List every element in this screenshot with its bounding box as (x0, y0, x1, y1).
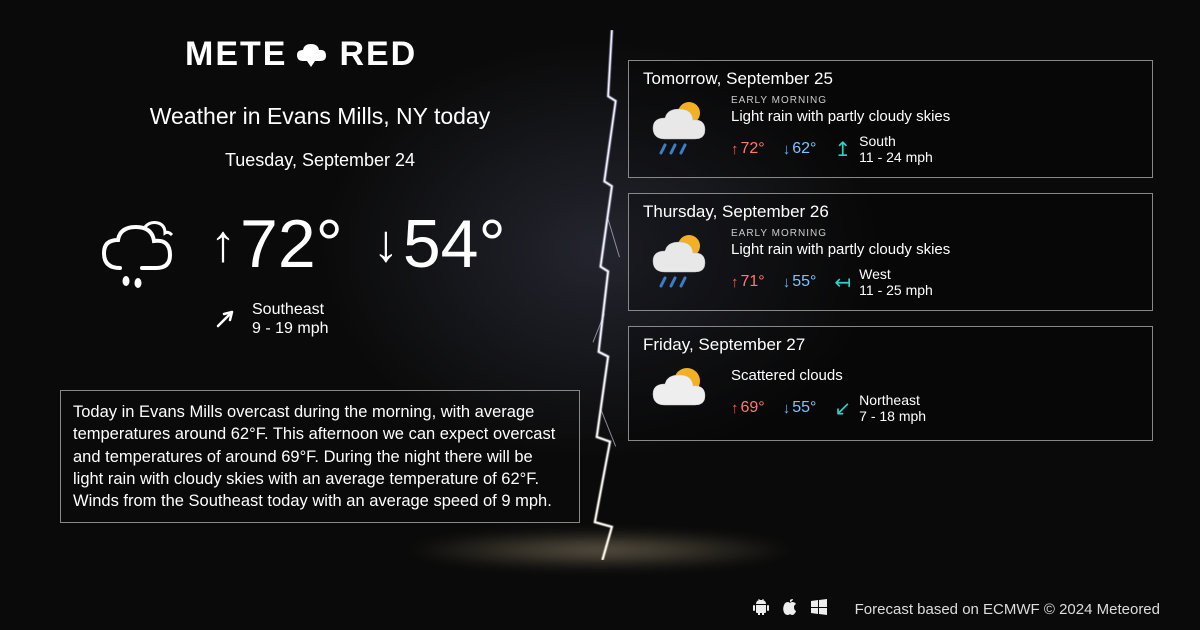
forecast-date: Tomorrow, September 25 (643, 69, 1138, 89)
android-icon (753, 599, 769, 620)
forecast-high: ↑69° (731, 399, 765, 417)
platform-icons (753, 599, 827, 620)
wind-speed: 9 - 19 mph (252, 319, 328, 338)
forecast-card: Friday, September 27 Scattered clouds ↑6… (628, 326, 1153, 441)
brand-text-pre: METE (185, 35, 287, 74)
today-date: Tuesday, September 24 (90, 150, 550, 171)
wind-arrow-icon: ↤ (834, 270, 851, 295)
footer: Forecast based on ECMWF © 2024 Meteored (0, 599, 1200, 620)
forecast-condition: Light rain with partly cloudy skies (731, 108, 1138, 125)
forecast-card: Tomorrow, September 25 EARLY MORNING Lig… (628, 60, 1153, 178)
forecast-low: ↓62° (783, 140, 817, 158)
forecast-card: Thursday, September 26 EARLY MORNING Lig… (628, 193, 1153, 311)
brand-logo: METE RED (185, 35, 417, 74)
wind-direction-icon (210, 304, 240, 334)
forecast-weather-icon (643, 361, 713, 428)
page-title: Weather in Evans Mills, NY today (90, 103, 550, 130)
forecast-low: ↓55° (783, 273, 817, 291)
forecast-weather-icon (643, 230, 713, 297)
today-weather-icon (90, 213, 185, 308)
windows-icon (811, 599, 827, 620)
today-description: Today in Evans Mills overcast during the… (60, 390, 580, 523)
wind-arrow-icon: ↥ (834, 137, 851, 162)
forecast-high: ↑71° (731, 273, 765, 291)
forecast-wind: ↤ West 11 - 25 mph (834, 266, 932, 298)
forecast-period: EARLY MORNING (731, 228, 1138, 239)
wind-arrow-icon: ↙ (834, 396, 851, 421)
today-summary: ↑ 72° ↓ 54° (90, 205, 506, 308)
forecast-list: Tomorrow, September 25 EARLY MORNING Lig… (628, 60, 1153, 441)
forecast-condition: Light rain with partly cloudy skies (731, 241, 1138, 258)
today-low: ↓ 54° (373, 205, 506, 283)
forecast-condition: Scattered clouds (731, 367, 1138, 384)
forecast-low: ↓55° (783, 399, 817, 417)
forecast-period: EARLY MORNING (731, 95, 1138, 106)
footer-text: Forecast based on ECMWF © 2024 Meteored (855, 601, 1160, 618)
forecast-wind: ↥ South 11 - 24 mph (834, 133, 932, 165)
forecast-date: Thursday, September 26 (643, 202, 1138, 222)
brand-cloud-icon (293, 41, 333, 69)
today-high: ↑ 72° (210, 205, 343, 283)
wind-direction: Southeast (252, 300, 328, 319)
today-wind: Southeast 9 - 19 mph (210, 300, 328, 338)
brand-text-post: RED (339, 35, 417, 74)
forecast-wind: ↙ Northeast 7 - 18 mph (834, 392, 926, 424)
forecast-weather-icon (643, 97, 713, 164)
up-arrow-icon: ↑ (210, 214, 236, 274)
forecast-high: ↑72° (731, 140, 765, 158)
apple-icon (783, 599, 797, 620)
down-arrow-icon: ↓ (373, 214, 399, 274)
forecast-date: Friday, September 27 (643, 335, 1138, 355)
